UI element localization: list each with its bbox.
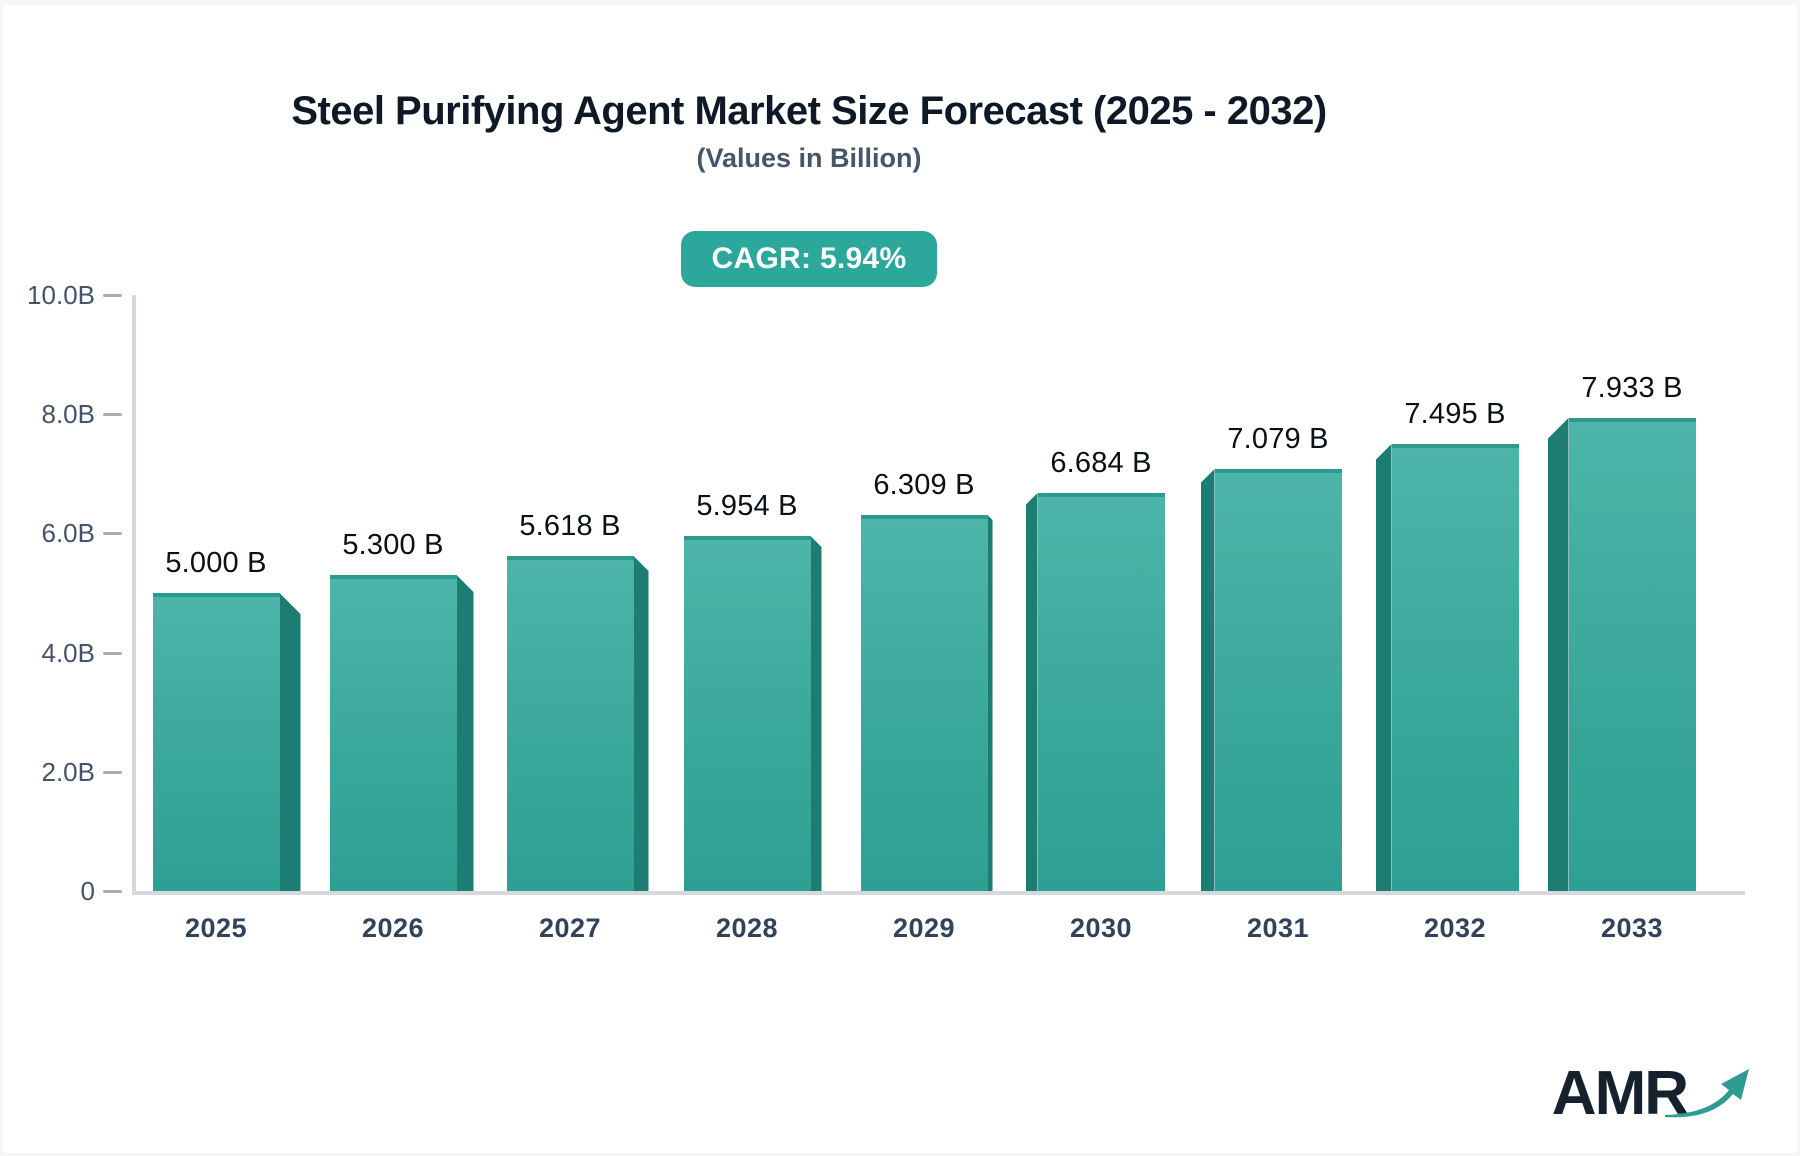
y-axis-tick-label: 0 [80, 876, 95, 906]
bar-2031-side [1200, 469, 1215, 891]
bar-value-label: 6.684 B [1050, 447, 1152, 479]
bar-2028-side [810, 536, 822, 891]
bar-2028[interactable] [683, 536, 811, 891]
bar-2030[interactable] [1037, 493, 1165, 891]
bar-value-label: 6.309 B [873, 469, 975, 501]
bar-2033[interactable] [1568, 418, 1696, 891]
chart-header: Steel Purifying Agent Market Size Foreca… [3, 85, 1615, 287]
x-axis-label: 2032 [1423, 913, 1487, 943]
y-axis-tick-label: 10.0B [27, 280, 95, 310]
y-axis-line [132, 295, 136, 895]
y-axis-tick-mark [103, 532, 122, 536]
y-axis-tick-mark [103, 413, 122, 417]
amr-logo: AMR [1552, 1063, 1755, 1125]
cagr-badge: CAGR: 5.94% [681, 231, 937, 287]
y-axis-tick-mark [103, 770, 122, 774]
x-axis-label: 2033 [1600, 913, 1664, 943]
chart-card: Steel Purifying Agent Market Size Foreca… [3, 5, 1797, 1153]
bar-value-label: 7.079 B [1227, 423, 1329, 455]
bar-value-label: 5.618 B [519, 510, 621, 542]
x-axis-label: 2028 [715, 913, 779, 943]
bar-2025[interactable] [152, 593, 280, 891]
amr-logo-text: AMR [1551, 1059, 1689, 1128]
x-axis-label: 2026 [361, 913, 425, 943]
x-axis-label: 2030 [1069, 913, 1133, 943]
bar-2025-side [279, 593, 301, 891]
bar-2027[interactable] [506, 556, 634, 891]
x-axis-label: 2025 [184, 913, 248, 943]
x-axis-line [132, 891, 1745, 895]
bar-2031[interactable] [1214, 469, 1342, 891]
bar-value-label: 7.933 B [1581, 372, 1683, 404]
bar-2029[interactable] [860, 515, 988, 891]
y-axis-tick-label: 2.0B [41, 756, 96, 787]
bar-value-label: 7.495 B [1404, 398, 1506, 430]
bar-chart-plot-area: 0 2.0B 4.0B 6.0B 8.0B 10.0B 5.000 B 2025 5.300 B… [3, 5, 1797, 1153]
bar-value-label: 5.000 B [165, 547, 267, 579]
bar-value-label: 5.954 B [696, 490, 798, 522]
x-axis-label: 2027 [538, 913, 602, 943]
growth-arrow-icon [1665, 1069, 1749, 1118]
bar-2033-side [1547, 418, 1569, 891]
bar-2030-side [1025, 493, 1038, 891]
chart-title: Steel Purifying Agent Market Size Foreca… [291, 89, 1327, 133]
bar-value-label: 5.300 B [342, 529, 444, 561]
bar-2027-side [633, 556, 649, 891]
y-axis-tick-label: 8.0B [41, 399, 96, 430]
bar-2029-side [987, 515, 993, 891]
y-axis-tick-mark [103, 294, 122, 297]
chart-subtitle: (Values in Billion) [696, 143, 922, 173]
bar-2032-side [1375, 444, 1392, 891]
y-axis-tick-mark [103, 651, 122, 655]
y-axis-tick-label: 4.0B [41, 637, 96, 668]
bar-2026[interactable] [329, 575, 457, 891]
bar-2032[interactable] [1391, 444, 1519, 891]
y-axis-tick-mark [103, 890, 122, 893]
y-axis-tick-label: 6.0B [41, 518, 96, 549]
bar-2026-side [456, 575, 474, 891]
x-axis-label: 2031 [1246, 913, 1310, 943]
x-axis-label: 2029 [892, 913, 956, 943]
